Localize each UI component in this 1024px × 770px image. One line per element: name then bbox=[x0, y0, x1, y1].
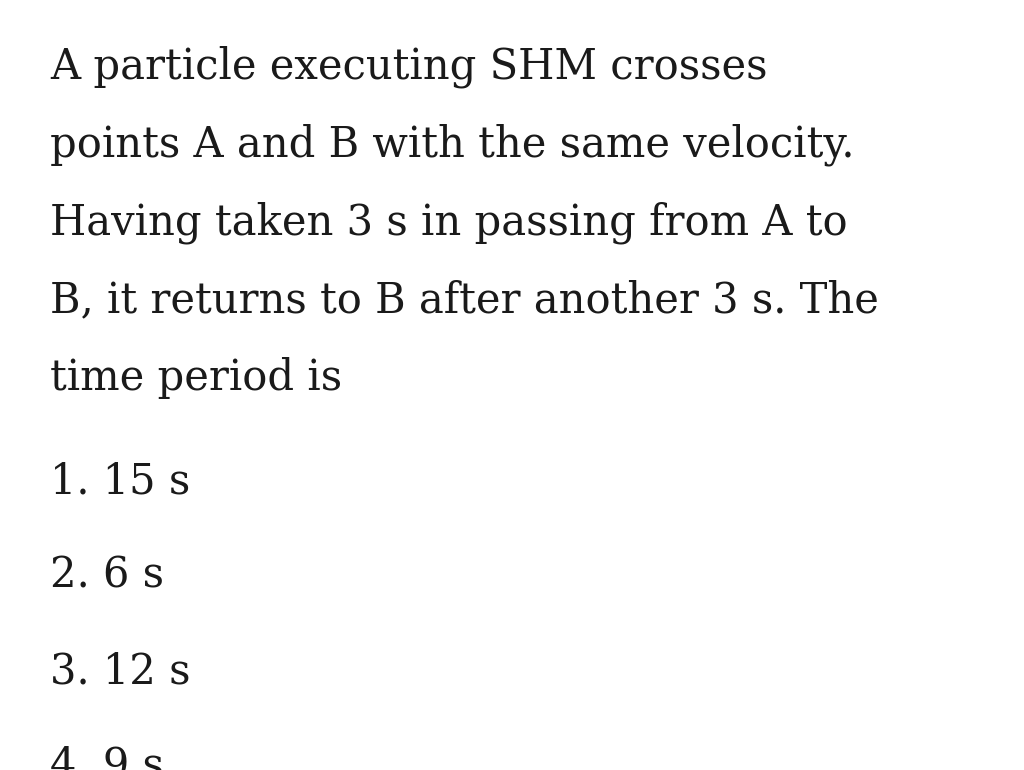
Text: B, it returns to B after another 3 s. The: B, it returns to B after another 3 s. Th… bbox=[50, 279, 879, 321]
Text: 4. 9 s: 4. 9 s bbox=[50, 745, 164, 770]
Text: points A and B with the same velocity.: points A and B with the same velocity. bbox=[50, 123, 854, 166]
Text: 1. 15 s: 1. 15 s bbox=[50, 460, 190, 502]
Text: A particle executing SHM crosses: A particle executing SHM crosses bbox=[50, 45, 768, 88]
Text: 2. 6 s: 2. 6 s bbox=[50, 555, 164, 597]
Text: Having taken 3 s in passing from A to: Having taken 3 s in passing from A to bbox=[50, 201, 848, 243]
Text: time period is: time period is bbox=[50, 357, 342, 399]
Text: 3. 12 s: 3. 12 s bbox=[50, 650, 190, 692]
